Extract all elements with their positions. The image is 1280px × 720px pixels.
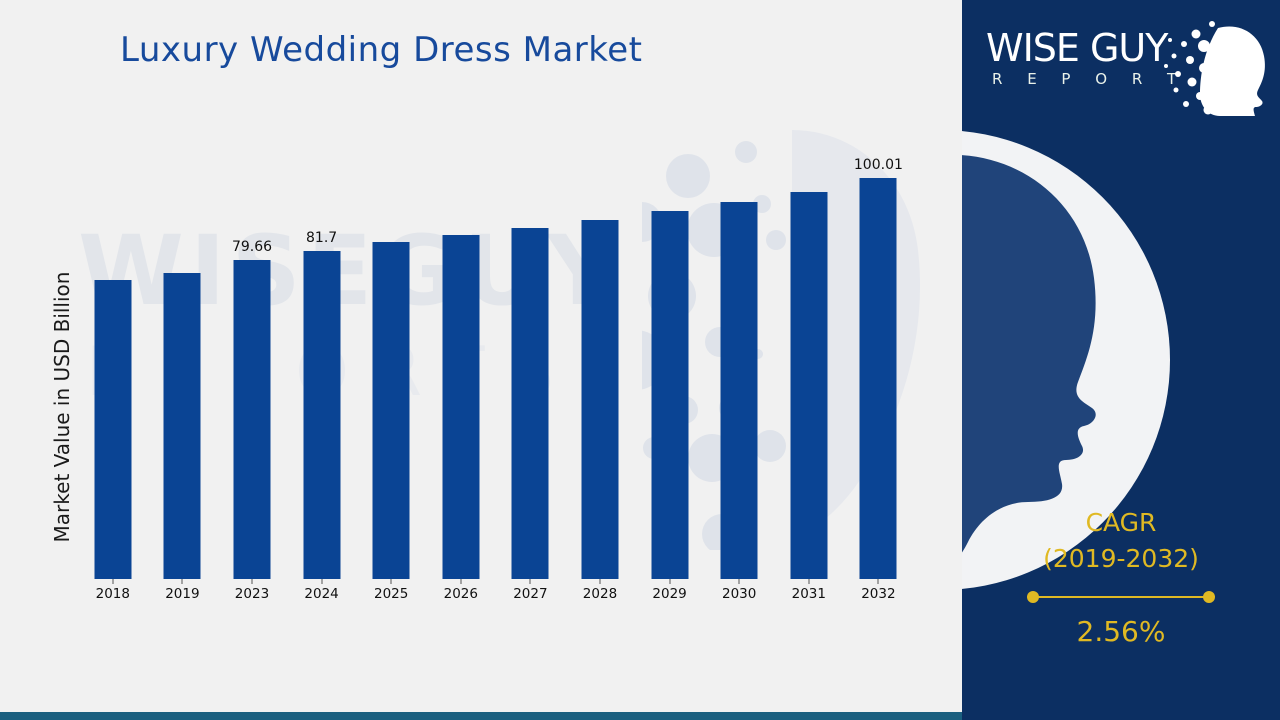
x-tick-label: 2026 <box>443 586 478 602</box>
cagr-divider <box>1027 591 1215 603</box>
x-tick-label: 2025 <box>374 586 409 602</box>
x-tick-label: 2019 <box>165 586 200 602</box>
cagr-value: 2.56% <box>1076 615 1166 648</box>
bar-2032 <box>859 178 897 579</box>
bar-value-label-2023: 79.66 <box>231 238 273 255</box>
x-tick-label: 2024 <box>304 586 339 602</box>
tick-mark <box>599 579 601 584</box>
bar-2025 <box>372 241 410 579</box>
bar-value-label-2032: 100.01 <box>853 157 903 174</box>
cagr-block: CAGR (2019-2032) 2.56% <box>962 505 1280 648</box>
logo-head-dots-icon <box>1160 20 1270 120</box>
bar-2029 <box>651 210 689 579</box>
bar-2031 <box>790 192 828 579</box>
bar-column: 100.01 <box>844 130 914 579</box>
bar-column: 81.7 <box>287 130 357 579</box>
x-tick-label: 2032 <box>861 586 896 602</box>
bar-column <box>496 130 566 579</box>
tick-mark <box>808 579 810 584</box>
x-tick-label: 2029 <box>652 586 687 602</box>
page-title: Luxury Wedding Dress Market <box>120 30 643 70</box>
bar-column <box>565 130 635 579</box>
bar-plot-area: 79.66 81.7 100.01 <box>78 130 903 579</box>
bar-column <box>774 130 844 579</box>
bottom-accent-strip <box>0 712 962 720</box>
y-axis-label: Market Value in USD Billion <box>50 271 74 543</box>
bar-column <box>148 130 218 579</box>
tick-mark <box>460 579 462 584</box>
bar-2019 <box>163 273 201 579</box>
x-tick-label: 2030 <box>722 586 757 602</box>
tick-mark <box>390 579 392 584</box>
tick-mark <box>877 579 879 584</box>
tick-mark <box>251 579 253 584</box>
x-tick-label: 2023 <box>234 586 270 602</box>
bar-column <box>704 130 774 579</box>
x-axis: 2018 2019 2023 2024 2025 2026 2027 2028 2029 2030… <box>78 579 896 609</box>
bar-2023 <box>233 259 271 579</box>
tick-mark <box>738 579 740 584</box>
brand-panel: WISE GUY R E P O R T S <box>962 0 1280 720</box>
logo-wordmark: WISE GUY <box>986 26 1168 70</box>
bar-2027 <box>511 228 549 579</box>
bar-2026 <box>442 235 480 579</box>
tick-mark <box>669 579 671 584</box>
wiseguy-reports-logo: WISE GUY R E P O R T S <box>978 21 1268 116</box>
bar-2018 <box>94 280 132 579</box>
cagr-title: CAGR <box>1085 508 1157 537</box>
tick-mark <box>181 579 183 584</box>
bar-column: 79.66 <box>217 130 287 579</box>
bar-2030 <box>720 201 758 579</box>
x-tick-label: 2027 <box>513 586 548 602</box>
x-tick-label: 2031 <box>791 586 826 602</box>
head-profile-silhouette-icon <box>962 150 1152 570</box>
tick-mark <box>529 579 531 584</box>
x-tick-label: 2028 <box>582 586 618 602</box>
divider-line <box>1033 596 1209 598</box>
x-tick-label: 2018 <box>95 586 130 602</box>
bar-value-label-2024: 81.7 <box>306 230 338 247</box>
chart-panel: Luxury Wedding Dress Market WISEGUY REPO… <box>0 30 962 720</box>
bar-2024 <box>303 251 341 579</box>
divider-dot-right <box>1203 591 1215 603</box>
cagr-period: (2019-2032) <box>1043 544 1199 573</box>
tick-mark <box>321 579 323 584</box>
bar-column <box>78 130 148 579</box>
bar-column <box>635 130 705 579</box>
bar-column <box>426 130 496 579</box>
bar-column <box>356 130 426 579</box>
logo-subtitle: R E P O R T S <box>992 70 1221 88</box>
bar-2028 <box>581 219 619 579</box>
tick-mark <box>112 579 114 584</box>
